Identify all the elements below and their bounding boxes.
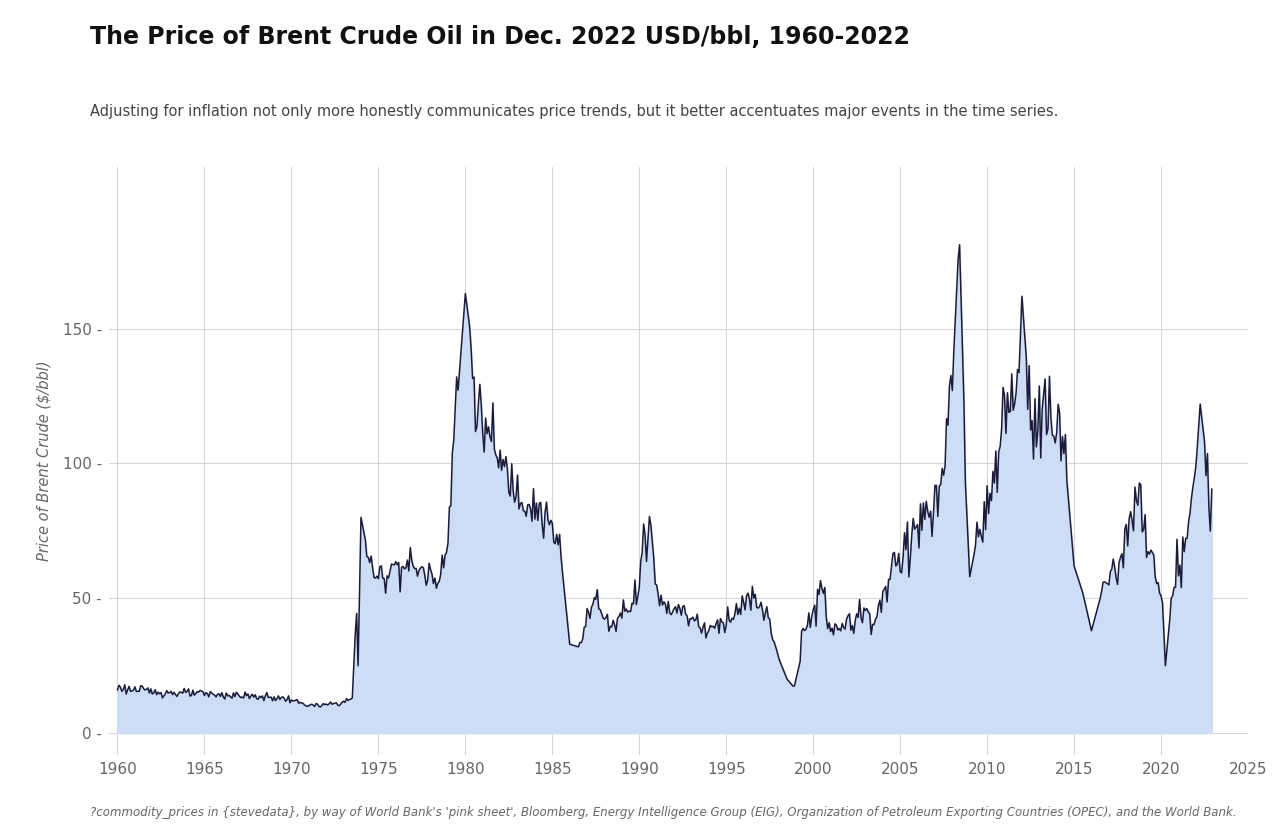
Text: ?commodity_prices in {stevedata}, by way of World Bank's 'pink sheet', Bloomberg: ?commodity_prices in {stevedata}, by way… bbox=[90, 806, 1236, 819]
Y-axis label: Price of Brent Crude ($/bbl): Price of Brent Crude ($/bbl) bbox=[37, 360, 51, 561]
Text: The Price of Brent Crude Oil in Dec. 2022 USD/bbl, 1960-2022: The Price of Brent Crude Oil in Dec. 202… bbox=[90, 25, 910, 49]
Text: Adjusting for inflation not only more honestly communicates price trends, but it: Adjusting for inflation not only more ho… bbox=[90, 104, 1059, 119]
